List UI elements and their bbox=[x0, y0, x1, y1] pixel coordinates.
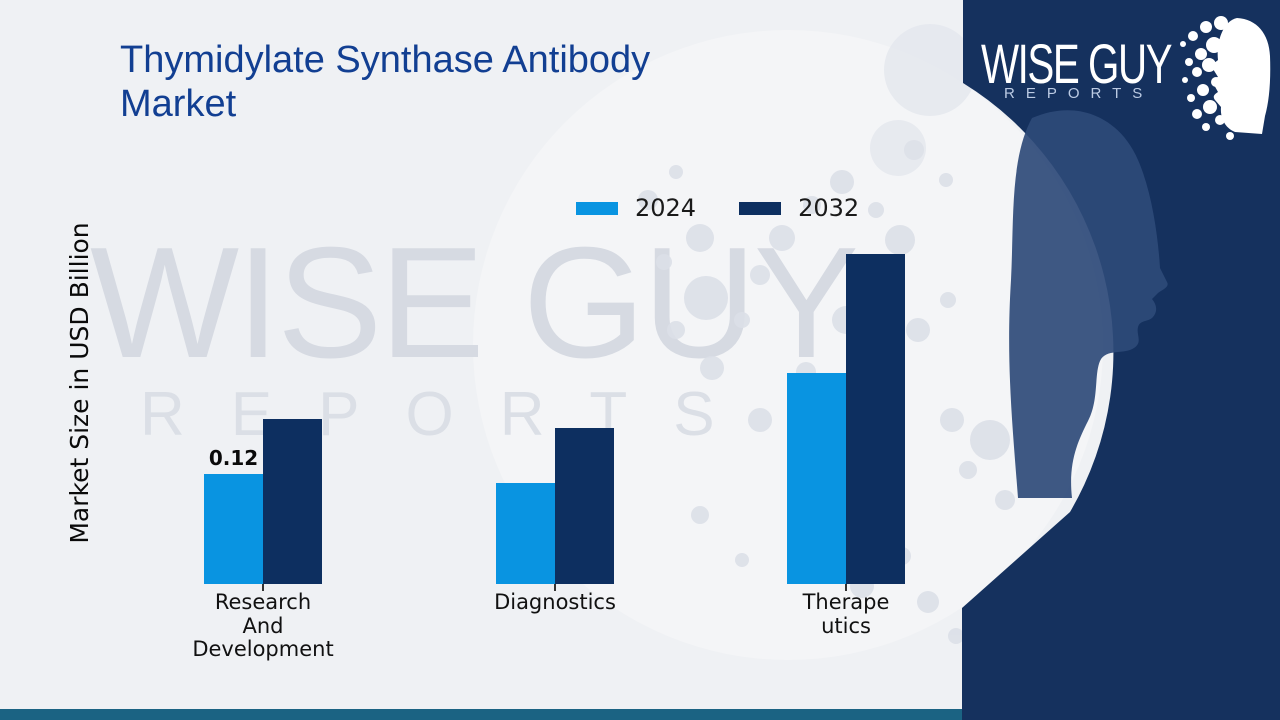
x-axis-tick-research-and-development bbox=[262, 584, 264, 591]
legend: 2024 2032 bbox=[576, 196, 859, 220]
x-axis-label-diagnostics: Diagnostics bbox=[494, 590, 616, 614]
bar-2024-diagnostics bbox=[496, 483, 555, 584]
x-axis-tick-therape-utics bbox=[845, 584, 847, 591]
x-axis-label-research-and-development: Research And Development bbox=[192, 590, 334, 661]
bar-value-label-2024-research-and-development: 0.12 bbox=[208, 446, 259, 470]
brand-subtitle: REPORTS bbox=[1004, 85, 1154, 102]
chart-title: Thymidylate Synthase Antibody Market bbox=[120, 38, 650, 126]
bar-2032-therape-utics bbox=[846, 254, 905, 584]
brand-face-icon bbox=[1180, 16, 1271, 140]
legend-item-2024: 2024 bbox=[576, 196, 696, 220]
bar-2032-diagnostics bbox=[555, 428, 614, 584]
navy-panel-shape bbox=[962, 0, 1280, 720]
brand-name: WISE GUY bbox=[981, 32, 1173, 95]
watermark-reports-text: REPORTS bbox=[140, 380, 761, 449]
x-axis-label-therape-utics: Therape utics bbox=[802, 590, 890, 638]
watermark-brand-text: WISE GUY bbox=[90, 215, 859, 391]
legend-swatch-2032 bbox=[739, 201, 782, 215]
watermark-face-silhouette bbox=[1009, 110, 1168, 498]
legend-swatch-2024 bbox=[576, 201, 618, 215]
legend-label-2032: 2032 bbox=[798, 194, 860, 222]
legend-label-2024: 2024 bbox=[635, 194, 697, 222]
legend-item-2032: 2032 bbox=[739, 196, 859, 220]
chart-title-line2: Market bbox=[120, 83, 237, 125]
bottom-accent-strip bbox=[0, 709, 962, 720]
bar-2024-therape-utics bbox=[787, 373, 846, 584]
bar-2032-research-and-development bbox=[263, 419, 322, 584]
bar-2024-research-and-development bbox=[204, 474, 263, 584]
x-axis-tick-diagnostics bbox=[554, 584, 556, 591]
chart-title-line1: Thymidylate Synthase Antibody bbox=[120, 39, 651, 81]
y-axis-label: Market Size in USD Billion bbox=[65, 222, 94, 544]
